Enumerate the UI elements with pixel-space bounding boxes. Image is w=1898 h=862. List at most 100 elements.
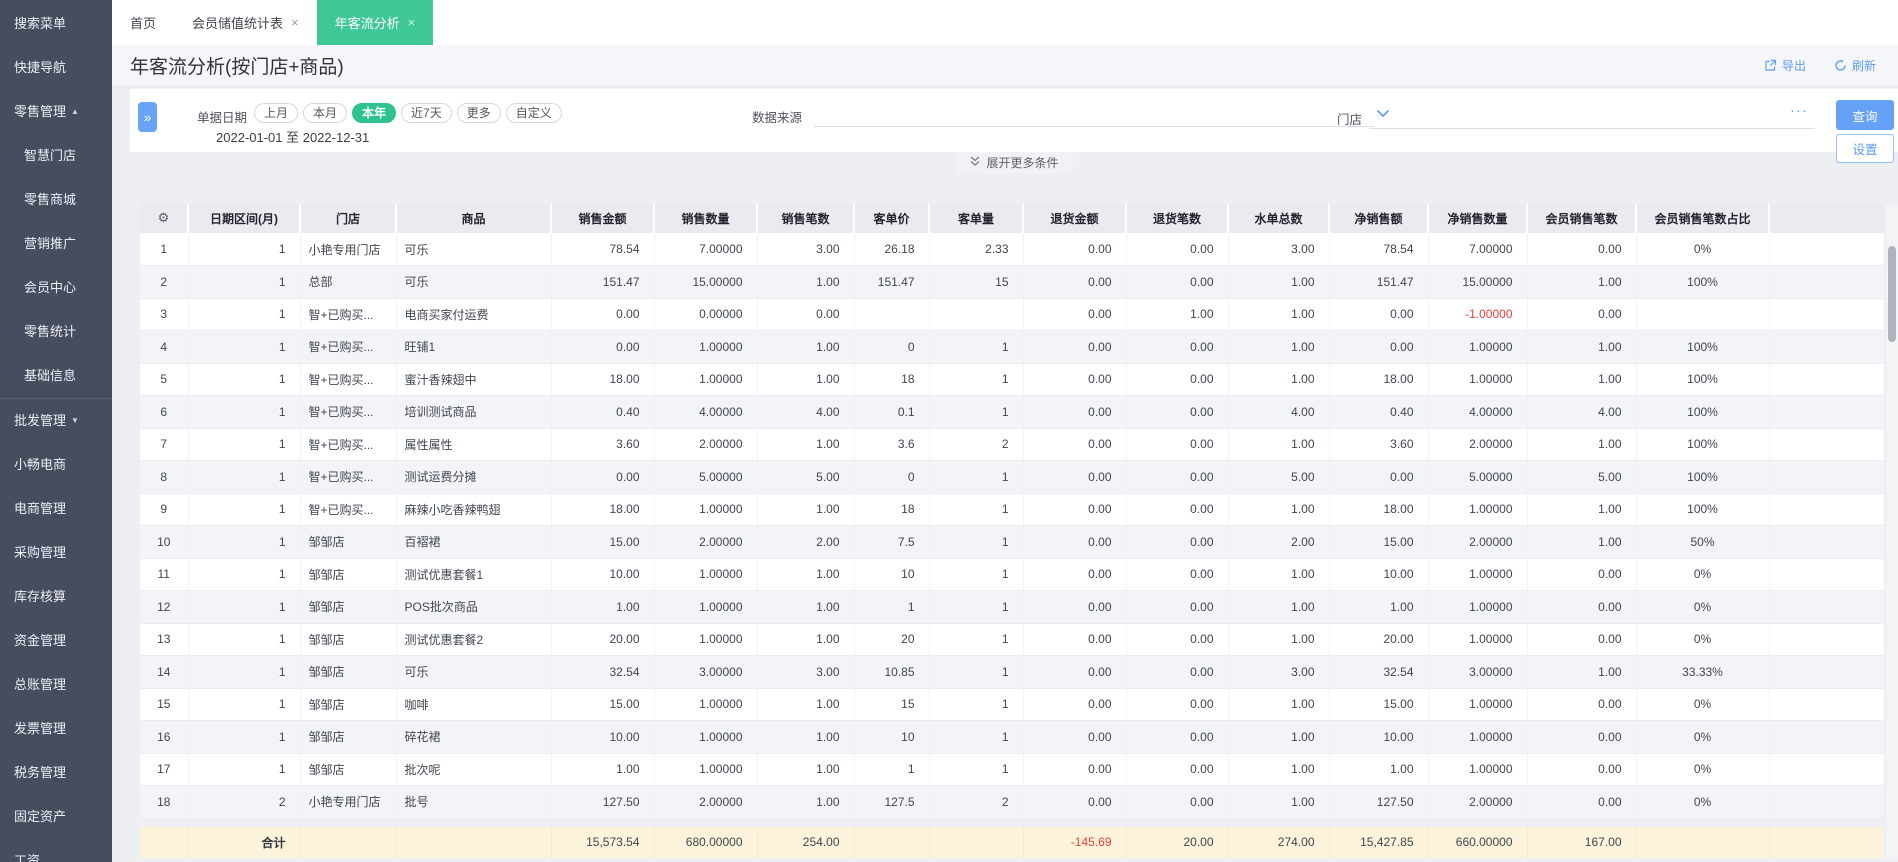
table-cell: 15.00 (1329, 688, 1429, 721)
table-cell: 127.50 (1329, 785, 1429, 819)
data-source-input[interactable] (814, 101, 1374, 127)
table-row[interactable]: 4 1 智+已购买... 旺铺1 0.00 1.00000 1.00 0 1 0.00 0.00 1.… (140, 330, 1884, 364)
sidebar-item[interactable]: 资金管理 (0, 619, 112, 663)
sidebar-item[interactable]: 总账管理 (0, 663, 112, 707)
column-header[interactable]: 日期区间(月) (188, 204, 301, 233)
date-pill[interactable]: 本月 (303, 103, 348, 123)
table-row[interactable]: 5 1 智+已购买... 蜜汁香辣翅中 18.00 1.00000 1.00 18 1 0.00 0… (140, 363, 1884, 396)
table-cell: 5.00 (757, 460, 855, 494)
table-cell: 可乐 (396, 265, 552, 299)
column-header[interactable]: 销售数量 (654, 204, 758, 233)
query-button[interactable]: 查询 (1836, 100, 1894, 130)
sidebar-item[interactable]: 零售商城 (0, 178, 112, 222)
close-tab-icon[interactable]: × (407, 15, 416, 30)
column-header[interactable]: 退货金额 (1023, 204, 1127, 233)
vertical-scrollbar[interactable] (1886, 204, 1898, 860)
sidebar-item[interactable]: 批发管理 ▼ (0, 399, 112, 443)
sidebar-item[interactable]: 零售统计 (0, 310, 112, 354)
column-header[interactable]: 净销售数量 (1428, 204, 1528, 233)
sidebar-item[interactable]: 库存核算 (0, 575, 112, 619)
sidebar-item[interactable]: 税务管理 (0, 751, 112, 795)
date-pill[interactable]: 上月 (254, 103, 299, 123)
table-cell: 8 (140, 460, 189, 494)
date-pill[interactable]: 自定义 (505, 103, 562, 123)
tab[interactable]: 年客流分析 × (316, 0, 434, 45)
sidebar-item[interactable]: 固定资产 (0, 795, 112, 839)
table-row[interactable]: 2 1 总部 可乐 151.47 15.00000 1.00 151.47 15 0.00 0.00… (140, 265, 1884, 299)
sidebar-item[interactable]: 电商管理 (0, 487, 112, 531)
date-range-value[interactable]: 2022-01-01 至 2022-12-31 (216, 130, 370, 145)
data-source-label: 数据来源 (752, 111, 803, 125)
sidebar-item[interactable]: 营销推广 (0, 222, 112, 266)
collapse-filters-button[interactable]: » (138, 102, 157, 132)
column-header[interactable]: 门店 (300, 204, 397, 233)
table-row[interactable]: 18 2 小艳专用门店 批号 127.50 2.00000 1.00 127.5 2 0.00 0.… (140, 785, 1884, 819)
column-header[interactable]: 客单量 (929, 204, 1024, 233)
gear-icon[interactable]: ⚙ (157, 211, 170, 226)
table-row[interactable]: 15 1 邹邹店 咖啡 15.00 1.00000 1.00 15 1 0.00 0.00 1.00 1… (140, 688, 1884, 721)
settings-button[interactable]: 设置 (1836, 134, 1894, 163)
column-header[interactable]: 商品 (396, 204, 552, 233)
table-row[interactable]: 11 1 邹邹店 测试优惠套餐1 10.00 1.00000 1.00 10 1 0.00 0.00… (140, 558, 1884, 591)
sidebar-item[interactable]: 工资 (0, 839, 112, 862)
table-cell: 1.00000 (654, 493, 758, 526)
date-pill[interactable]: 近7天 (401, 103, 452, 123)
table-cell: 2.00 (757, 525, 855, 559)
store-input[interactable] (1369, 103, 1815, 129)
sidebar-item-label: 总账管理 (14, 677, 67, 692)
table-cell: 0.00000 (654, 298, 758, 331)
table-cell: 1 (929, 395, 1024, 429)
table-cell: 0.00 (1023, 265, 1127, 299)
table-row[interactable]: 3 1 智+已购买... 电商买家付运费 0.00 0.00000 0.00 0.00 1.00… (140, 298, 1884, 331)
table-cell: 1.00 (757, 623, 855, 656)
column-settings-header[interactable]: ⚙ (140, 204, 189, 233)
sidebar-item[interactable]: 小畅电商 (0, 443, 112, 487)
table-row[interactable]: 7 1 智+已购买... 属性属性 3.60 2.00000 1.00 3.6 2 0.00 0.0… (140, 428, 1884, 461)
table-row[interactable]: 9 1 智+已购买... 麻辣小吃香辣鸭翅 18.00 1.00000 1.00 18 1 0.0… (140, 493, 1884, 526)
table-row[interactable]: 10 1 邹邹店 百褶裙 15.00 2.00000 2.00 7.5 1 0.00 0.00 2.0… (140, 525, 1884, 559)
table-cell-filler (1769, 330, 1884, 364)
total-cell (140, 826, 189, 859)
expand-more-conditions-button[interactable]: 展开更多条件 (954, 152, 1074, 173)
column-header[interactable]: 客单价 (854, 204, 930, 233)
export-icon (1764, 59, 1777, 72)
close-tab-icon[interactable]: × (291, 15, 299, 30)
table-row[interactable]: 13 1 邹邹店 测试优惠套餐2 20.00 1.00000 1.00 20 1 0.00 0.00… (140, 623, 1884, 656)
sidebar-item[interactable]: 基础信息 (0, 354, 112, 398)
table-row[interactable]: 1 1 小艳专用门店 可乐 78.54 7.00000 3.00 26.18 2.33 0.00 0… (140, 233, 1884, 266)
column-header[interactable]: 水单总数 (1228, 204, 1330, 233)
sidebar-item[interactable]: 零售管理 ▲ (0, 90, 112, 134)
sidebar-item[interactable]: 采购管理 (0, 531, 112, 575)
date-pill[interactable]: 本年 (352, 103, 397, 123)
sidebar-item[interactable]: 搜索菜单 (0, 2, 112, 46)
table-cell: 1.00 (757, 363, 855, 396)
table-cell: 0.00 (1126, 493, 1229, 526)
table-row[interactable]: 17 1 邹邹店 批次呢 1.00 1.00000 1.00 1 1 0.00 0.00 1.00 1.… (140, 753, 1884, 786)
tab[interactable]: 首页 (112, 0, 174, 45)
export-button[interactable]: 导出 (1764, 57, 1806, 74)
date-pill[interactable]: 更多 (456, 103, 501, 123)
table-row[interactable]: 6 1 智+已购买... 培训测试商品 0.40 4.00000 4.00 0.1 1 0.00 0… (140, 395, 1884, 429)
refresh-button[interactable]: 刷新 (1834, 57, 1876, 74)
table-row[interactable]: 16 1 邹邹店 碎花裙 10.00 1.00000 1.00 10 1 0.00 0.00 1.00… (140, 720, 1884, 754)
tab[interactable]: 会员储值统计表 × (174, 0, 317, 45)
table-cell: 邹邹店 (300, 720, 397, 754)
table-row[interactable]: 12 1 邹邹店 POS批次商品 1.00 1.00000 1.00 1 1 0.00 0.00 1.… (140, 590, 1884, 624)
table-cell: 12 (140, 590, 189, 624)
column-header[interactable]: 会员销售笔数占比 (1636, 204, 1770, 233)
column-header[interactable]: 销售金额 (551, 204, 655, 233)
sidebar-item[interactable]: 会员中心 (0, 266, 112, 310)
sidebar-item[interactable]: 智慧门店 (0, 134, 112, 178)
column-header[interactable]: 会员销售笔数 (1527, 204, 1637, 233)
scrollbar-thumb[interactable] (1888, 246, 1896, 342)
sidebar-item[interactable]: 快捷导航 (0, 46, 112, 90)
table-row[interactable]: 8 1 智+已购买... 测试运费分摊 0.00 5.00000 5.00 0 1 0.00 0.0… (140, 460, 1884, 494)
store-more-icon[interactable]: ··· (1790, 102, 1808, 119)
table-row[interactable]: 14 1 邹邹店 可乐 32.54 3.00000 3.00 10.85 1 0.00 0.00 3.… (140, 655, 1884, 689)
column-header[interactable]: 净销售额 (1329, 204, 1429, 233)
tab-bar: 首页 会员储值统计表 × 年客流分析 × (112, 0, 1898, 45)
column-header[interactable]: 销售笔数 (757, 204, 855, 233)
column-header[interactable]: 退货笔数 (1126, 204, 1229, 233)
sidebar-item[interactable]: 发票管理 (0, 707, 112, 751)
table-cell: 咖啡 (396, 688, 552, 721)
